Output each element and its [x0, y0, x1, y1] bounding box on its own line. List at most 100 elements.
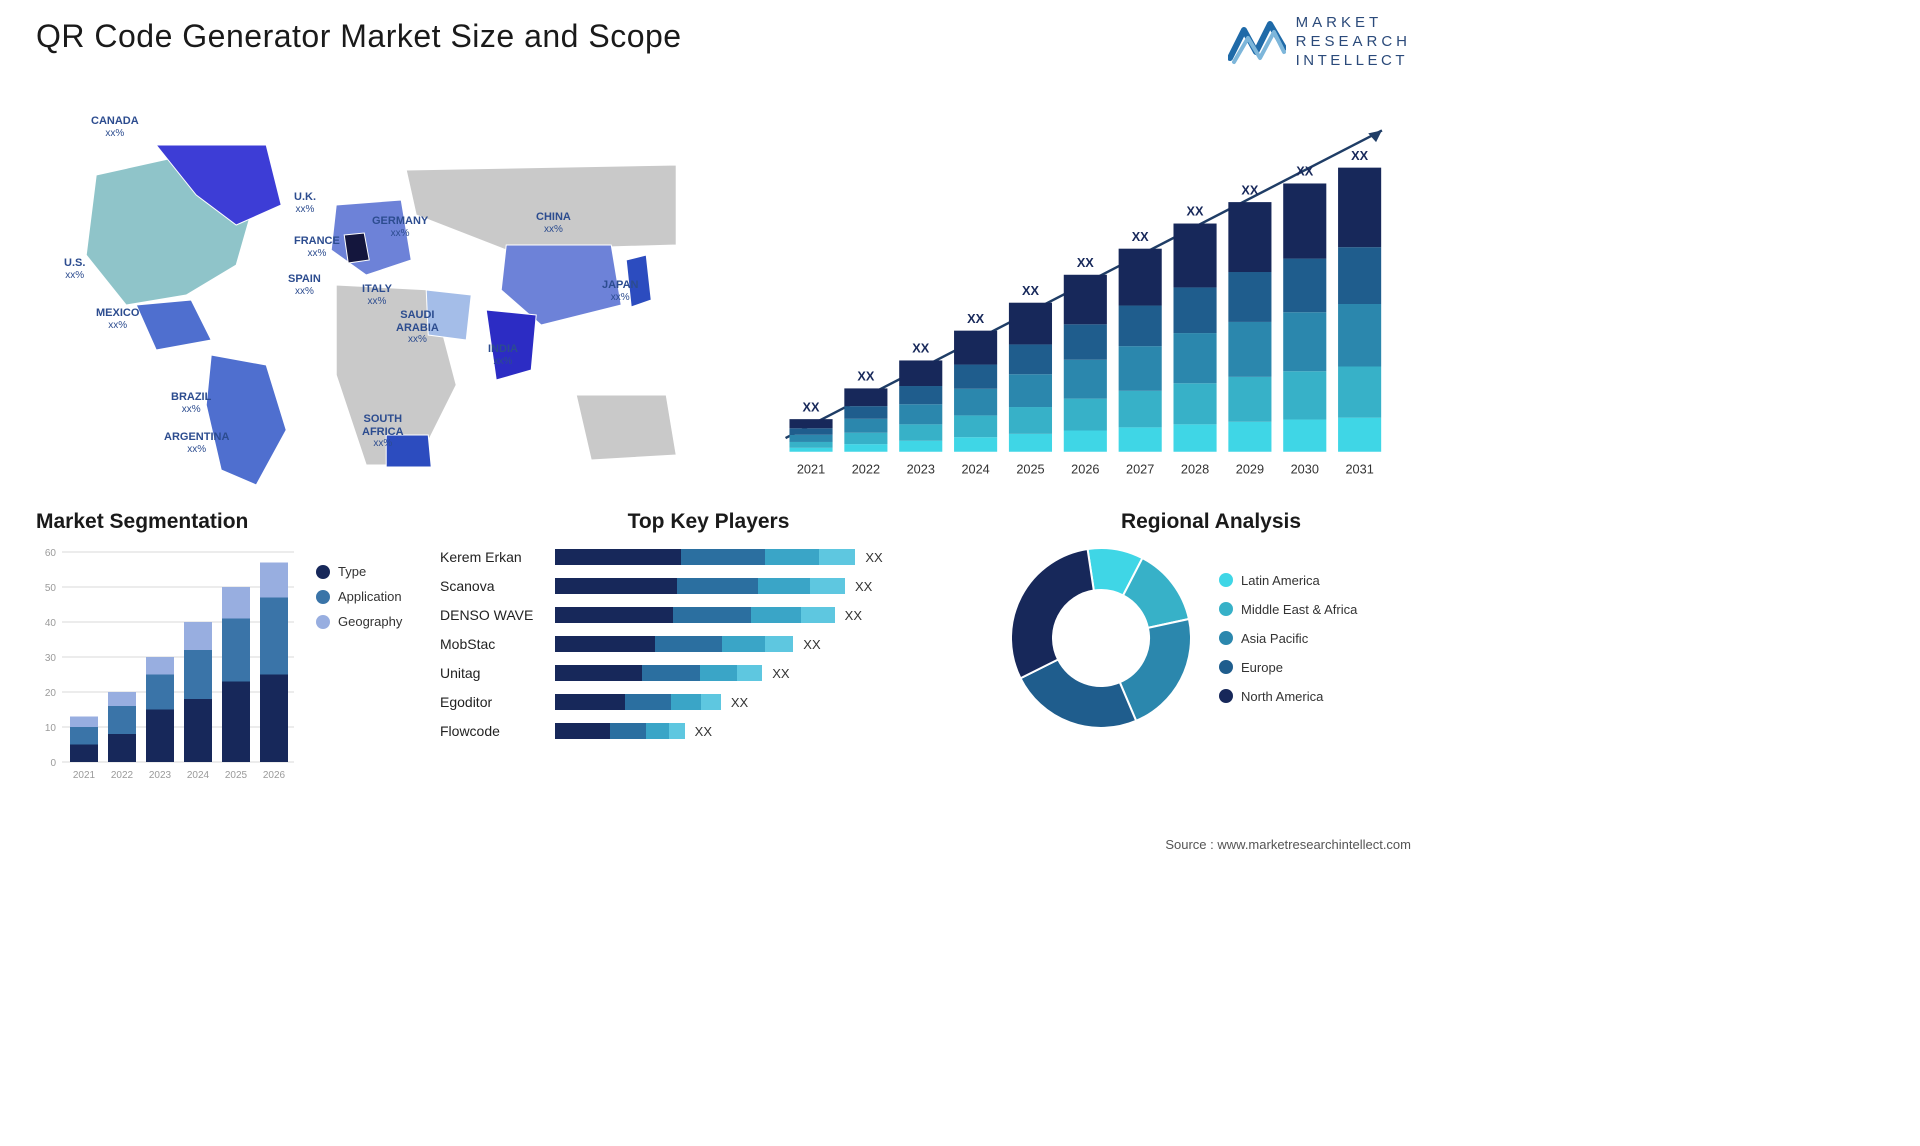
- map-label: MEXICOxx%: [96, 307, 139, 331]
- legend-swatch: [1219, 602, 1233, 616]
- map-label: GERMANYxx%: [372, 215, 428, 239]
- player-bar: [555, 549, 855, 565]
- svg-text:XX: XX: [1022, 283, 1039, 298]
- legend-item: Asia Pacific: [1219, 631, 1357, 646]
- player-bar-segment: [646, 723, 669, 739]
- map-label: INDIAxx%: [488, 343, 518, 367]
- svg-text:2031: 2031: [1346, 461, 1374, 476]
- svg-text:40: 40: [45, 618, 57, 629]
- brand-logo: MARKET RESEARCH INTELLECT: [1228, 14, 1411, 70]
- map-label: SPAINxx%: [288, 273, 321, 297]
- regional-title: Regional Analysis: [1011, 510, 1411, 534]
- player-bar: [555, 607, 834, 623]
- svg-text:XX: XX: [1077, 255, 1094, 270]
- players-bar-chart: XXXXXXXXXXXXXX: [555, 548, 977, 740]
- svg-text:XX: XX: [1297, 164, 1314, 179]
- player-value: XX: [845, 608, 862, 623]
- player-bar-segment: [765, 636, 794, 652]
- player-value: XX: [731, 695, 748, 710]
- svg-text:XX: XX: [1187, 204, 1204, 219]
- player-bar-segment: [555, 694, 625, 710]
- player-bar-segment: [765, 549, 819, 565]
- player-bar-row: XX: [555, 693, 977, 711]
- map-label: JAPANxx%: [602, 279, 638, 303]
- player-bar-segment: [655, 636, 722, 652]
- svg-text:2026: 2026: [263, 770, 286, 781]
- logo-line1: MARKET: [1296, 14, 1411, 33]
- map-label: FRANCExx%: [294, 235, 340, 259]
- player-bar-segment: [701, 694, 721, 710]
- svg-text:XX: XX: [1352, 148, 1369, 163]
- svg-text:0: 0: [50, 758, 56, 769]
- player-bar-segment: [801, 607, 835, 623]
- player-value: XX: [695, 724, 712, 739]
- player-bar-segment: [642, 665, 700, 681]
- player-value: XX: [772, 666, 789, 681]
- legend-label: Application: [338, 589, 402, 604]
- regional-panel: Regional Analysis Latin AmericaMiddle Ea…: [1011, 510, 1411, 810]
- legend-label: Asia Pacific: [1241, 631, 1308, 646]
- player-bar-segment: [555, 578, 677, 594]
- legend-item: Application: [316, 589, 402, 604]
- player-bar-segment: [555, 607, 672, 623]
- legend-swatch: [316, 590, 330, 604]
- map-label: CANADAxx%: [91, 115, 139, 139]
- svg-text:XX: XX: [858, 369, 875, 384]
- map-label: U.K.xx%: [294, 191, 316, 215]
- player-bar-segment: [677, 578, 758, 594]
- svg-text:XX: XX: [968, 311, 985, 326]
- player-name: Unitag: [440, 664, 533, 682]
- svg-text:XX: XX: [803, 399, 820, 414]
- svg-text:2027: 2027: [1126, 461, 1154, 476]
- player-bar-segment: [681, 549, 765, 565]
- player-name: Egoditor: [440, 693, 533, 711]
- player-bar-segment: [625, 694, 671, 710]
- legend-swatch: [1219, 573, 1233, 587]
- logo-line2: RESEARCH: [1296, 33, 1411, 52]
- player-bar-row: XX: [555, 664, 977, 682]
- map-label: SOUTHAFRICAxx%: [362, 413, 404, 450]
- legend-item: Middle East & Africa: [1219, 602, 1357, 617]
- player-bar-segment: [700, 665, 737, 681]
- svg-text:2025: 2025: [225, 770, 248, 781]
- svg-text:2029: 2029: [1236, 461, 1264, 476]
- player-bar-segment: [737, 665, 762, 681]
- map-label: ITALYxx%: [362, 283, 392, 307]
- player-bar-segment: [555, 636, 655, 652]
- player-bar-segment: [555, 549, 681, 565]
- player-bar-row: XX: [555, 577, 977, 595]
- svg-text:30: 30: [45, 653, 57, 664]
- legend-item: Europe: [1219, 660, 1357, 675]
- svg-text:2021: 2021: [73, 770, 96, 781]
- legend-label: North America: [1241, 689, 1323, 704]
- legend-label: Europe: [1241, 660, 1283, 675]
- player-name: Kerem Erkan: [440, 548, 533, 566]
- legend-label: Type: [338, 564, 366, 579]
- player-bar-row: XX: [555, 606, 977, 624]
- logo-icon: [1228, 18, 1286, 66]
- page-title: QR Code Generator Market Size and Scope: [36, 18, 682, 55]
- legend-swatch: [316, 615, 330, 629]
- svg-text:60: 60: [45, 548, 57, 559]
- svg-text:20: 20: [45, 688, 57, 699]
- player-bar-segment: [819, 549, 855, 565]
- player-bar-segment: [669, 723, 685, 739]
- logo-line3: INTELLECT: [1296, 52, 1411, 71]
- segmentation-chart: 0102030405060202120222023202420252026: [36, 548, 300, 786]
- legend-item: North America: [1219, 689, 1357, 704]
- player-bar-segment: [810, 578, 845, 594]
- players-names-list: Kerem ErkanScanovaDENSO WAVEMobStacUnita…: [440, 548, 533, 740]
- forecast-bar-chart: XX2021XX2022XX2023XX2024XX2025XX2026XX20…: [764, 95, 1411, 495]
- map-label: ARGENTINAxx%: [164, 431, 229, 455]
- player-bar-row: XX: [555, 548, 977, 566]
- player-bar-segment: [671, 694, 701, 710]
- legend-swatch: [316, 565, 330, 579]
- segmentation-legend: TypeApplicationGeography: [316, 564, 402, 786]
- player-bar: [555, 694, 721, 710]
- legend-label: Middle East & Africa: [1241, 602, 1357, 617]
- player-name: DENSO WAVE: [440, 606, 533, 624]
- player-bar-segment: [673, 607, 751, 623]
- regional-legend: Latin AmericaMiddle East & AfricaAsia Pa…: [1219, 573, 1357, 704]
- player-bar: [555, 578, 845, 594]
- legend-swatch: [1219, 689, 1233, 703]
